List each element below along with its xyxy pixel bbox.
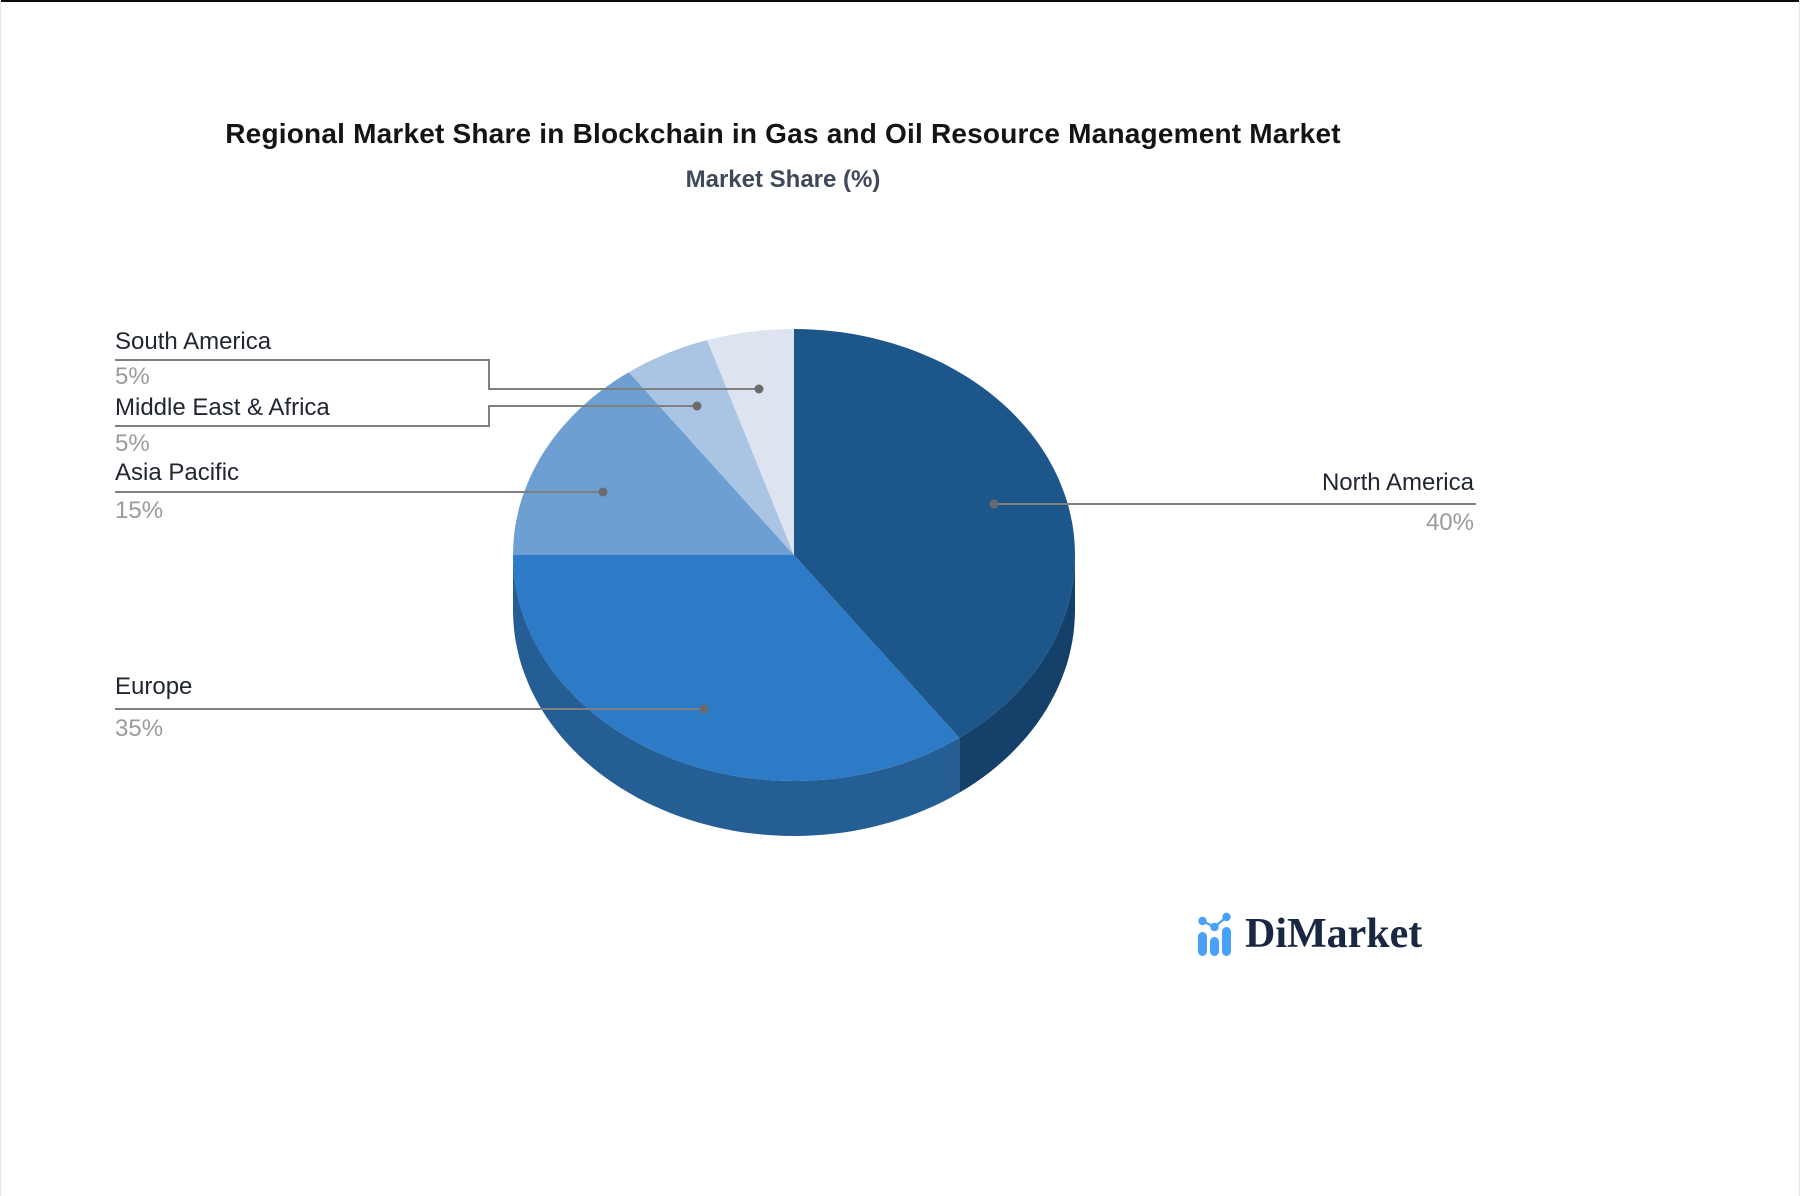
pie-slice-europe[interactable] (513, 555, 960, 781)
callout-label-asia-pacific: Asia Pacific (115, 459, 240, 486)
callout-value-south-america: 5% (115, 363, 150, 390)
pie-slice-side-north-america (959, 555, 1075, 793)
callout-label-middle-east-africa: Middle East & Africa (115, 394, 330, 421)
pie-slice-asia-pacific[interactable] (513, 372, 794, 555)
callout-value-middle-east-africa: 5% (115, 430, 150, 457)
leader-dot-south-america (754, 384, 764, 394)
pie-slice-middle-east-africa[interactable] (628, 340, 794, 555)
callout-value-europe: 35% (115, 715, 164, 742)
callout-label-north-america: North America (1321, 469, 1474, 496)
leader-dot-middle-east-africa (692, 401, 702, 411)
bar-chart-trend-icon (1198, 912, 1231, 956)
pie-slice-side-europe (513, 555, 960, 836)
logo-text: DiMarket (1245, 911, 1423, 957)
pie-slice-north-america[interactable] (794, 329, 1075, 738)
leader-dot-north-america (989, 499, 999, 509)
leader-line-south-america (115, 359, 759, 390)
chart-title: Regional Market Share in Blockchain in G… (225, 118, 1341, 149)
window-top-edge (1, 0, 1799, 2)
callout-value-north-america: 40% (1425, 509, 1474, 536)
callout-label-europe: Europe (115, 673, 193, 700)
callout-value-asia-pacific: 15% (115, 497, 164, 524)
leader-dot-asia-pacific (598, 487, 608, 497)
chart-subtitle: Market Share (%) (685, 166, 881, 193)
leader-dot-europe (699, 704, 709, 714)
pie-slice-south-america[interactable] (707, 329, 794, 555)
callout-label-south-america: South America (115, 328, 272, 355)
leader-line-middle-east-africa (115, 405, 697, 427)
dimarket-logo: DiMarket (1197, 910, 1422, 962)
